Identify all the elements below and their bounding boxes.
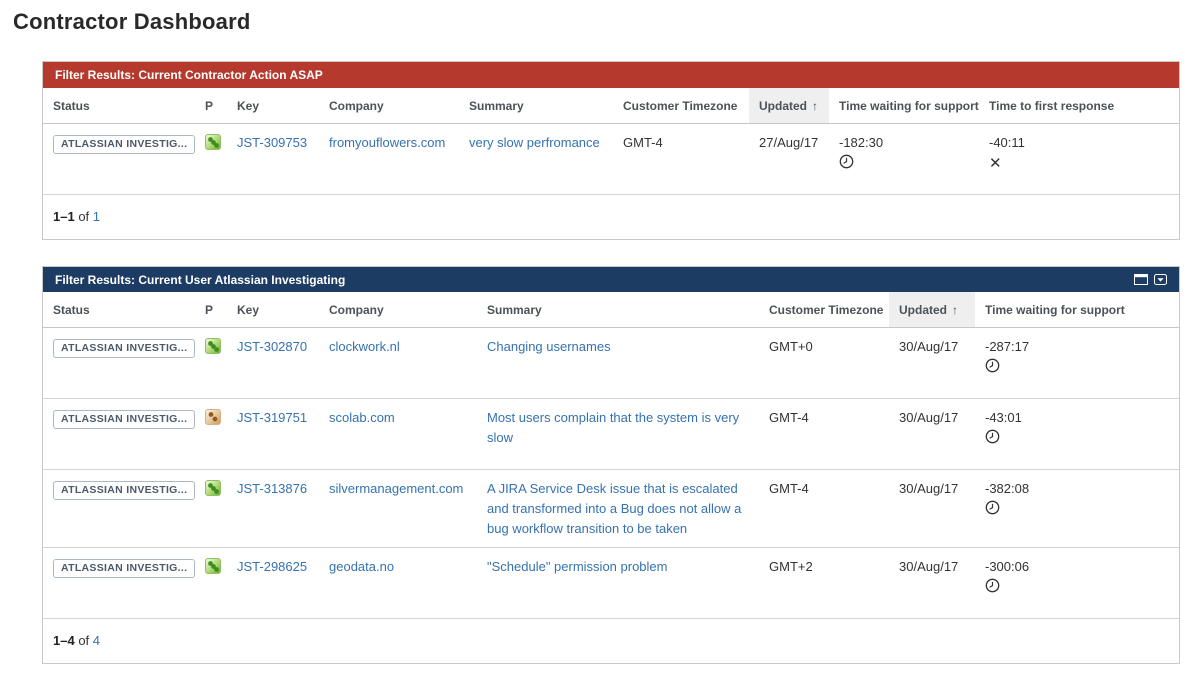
updated-value: 30/Aug/17 xyxy=(899,481,959,496)
col-priority[interactable]: P xyxy=(205,99,214,113)
col-time-first-response[interactable]: Time to first response xyxy=(989,99,1115,113)
col-company[interactable]: Company xyxy=(329,303,384,317)
summary-link[interactable]: "Schedule" permission problem xyxy=(487,559,668,574)
gadget-atlassian-investigating: Filter Results: Current User Atlassian I… xyxy=(42,266,1180,664)
time-waiting-value: -382:08 xyxy=(985,481,1030,496)
gadget2-header-row: Status P Key Company Summary Customer Ti… xyxy=(43,292,1179,328)
pagination-of: of xyxy=(78,209,90,224)
col-customer-timezone[interactable]: Customer Timezone xyxy=(623,99,738,113)
gadget1-pagination: 1–1 of 1 xyxy=(43,195,1179,239)
col-updated-sorted[interactable]: Updated ↑ xyxy=(749,88,829,124)
priority-minor-icon xyxy=(205,480,221,496)
priority-minor-icon xyxy=(205,338,221,354)
gadget1-header-row: Status P Key Company Summary Customer Ti… xyxy=(43,88,1179,124)
clock-icon xyxy=(985,500,1169,516)
gadget1-table: Status P Key Company Summary Customer Ti… xyxy=(43,88,1179,195)
updated-value: 30/Aug/17 xyxy=(899,410,959,425)
priority-minor-icon xyxy=(205,558,221,574)
time-waiting-value: -182:30 xyxy=(839,135,884,150)
gadget1-title: Filter Results: Current Contractor Actio… xyxy=(55,68,323,82)
clock-icon xyxy=(985,358,1169,374)
window-minimize-icon[interactable] xyxy=(1134,274,1148,285)
status-badge: ATLASSIAN INVESTIG... xyxy=(53,559,196,578)
col-time-waiting[interactable]: Time waiting for support xyxy=(985,303,1125,317)
col-key[interactable]: Key xyxy=(237,303,260,317)
issue-key-link[interactable]: JST-298625 xyxy=(237,559,308,574)
pagination-total-link[interactable]: 4 xyxy=(92,633,101,648)
table-row: ATLASSIAN INVESTIG... JST-298625 geodata… xyxy=(43,548,1179,619)
col-updated-sorted[interactable]: Updated ↑ xyxy=(889,292,975,328)
customer-timezone-value: GMT-4 xyxy=(769,481,809,496)
gadget2-table: Status P Key Company Summary Customer Ti… xyxy=(43,292,1179,619)
company-link[interactable]: scolab.com xyxy=(329,410,395,425)
issue-key-link[interactable]: JST-302870 xyxy=(237,339,308,354)
summary-link[interactable]: Changing usernames xyxy=(487,339,611,354)
gadget2-pagination: 1–4 of 4 xyxy=(43,619,1179,663)
gadget2-header: Filter Results: Current User Atlassian I… xyxy=(43,267,1179,292)
gadget-contractor-action-asap: Filter Results: Current Contractor Actio… xyxy=(42,61,1180,240)
customer-timezone-value: GMT-4 xyxy=(623,135,663,150)
time-first-response-value: -40:11 xyxy=(989,135,1025,150)
gadget1-header: Filter Results: Current Contractor Actio… xyxy=(43,62,1179,88)
customer-timezone-value: GMT-4 xyxy=(769,410,809,425)
pagination-of: of xyxy=(78,633,90,648)
dropdown-icon[interactable] xyxy=(1154,274,1167,285)
col-status[interactable]: Status xyxy=(53,99,90,113)
sort-ascending-icon: ↑ xyxy=(812,99,818,113)
clock-icon xyxy=(985,429,1169,445)
clock-icon xyxy=(985,578,1169,594)
summary-link[interactable]: A JIRA Service Desk issue that is escala… xyxy=(487,481,742,536)
table-row: ATLASSIAN INVESTIG... JST-319751 scolab.… xyxy=(43,399,1179,470)
status-badge: ATLASSIAN INVESTIG... xyxy=(53,135,196,154)
col-company[interactable]: Company xyxy=(329,99,384,113)
status-badge: ATLASSIAN INVESTIG... xyxy=(53,481,196,500)
updated-value: 30/Aug/17 xyxy=(899,339,959,354)
pagination-range: 1–1 xyxy=(53,209,75,224)
time-waiting-value: -300:06 xyxy=(985,559,1030,574)
clock-icon xyxy=(839,154,969,170)
page-title: Contractor Dashboard xyxy=(13,9,251,34)
company-link[interactable]: clockwork.nl xyxy=(329,339,400,354)
issue-key-link[interactable]: JST-309753 xyxy=(237,135,308,150)
table-row: ATLASSIAN INVESTIG... JST-309753 fromyou… xyxy=(43,124,1179,195)
col-summary[interactable]: Summary xyxy=(487,303,542,317)
x-icon: ✕ xyxy=(989,155,1002,172)
status-badge: ATLASSIAN INVESTIG... xyxy=(53,339,196,358)
company-link[interactable]: geodata.no xyxy=(329,559,395,574)
summary-link[interactable]: Most users complain that the system is v… xyxy=(487,410,740,445)
col-customer-timezone[interactable]: Customer Timezone xyxy=(769,303,884,317)
customer-timezone-value: GMT+0 xyxy=(769,339,813,354)
sort-ascending-icon: ↑ xyxy=(952,303,958,317)
summary-link[interactable]: very slow perfromance xyxy=(469,135,600,150)
updated-value: 30/Aug/17 xyxy=(899,559,959,574)
table-row: ATLASSIAN INVESTIG... JST-313876 silverm… xyxy=(43,470,1179,548)
col-updated-label: Updated xyxy=(759,99,807,113)
priority-major-icon xyxy=(205,409,221,425)
status-badge: ATLASSIAN INVESTIG... xyxy=(53,410,196,429)
dashboard-panels: Filter Results: Current Contractor Actio… xyxy=(42,61,1180,664)
col-status[interactable]: Status xyxy=(53,303,90,317)
company-link[interactable]: fromyouflowers.com xyxy=(329,135,446,150)
issue-key-link[interactable]: JST-319751 xyxy=(237,410,308,425)
issue-key-link[interactable]: JST-313876 xyxy=(237,481,308,496)
customer-timezone-value: GMT+2 xyxy=(769,559,813,574)
gadget2-title: Filter Results: Current User Atlassian I… xyxy=(55,272,346,287)
col-key[interactable]: Key xyxy=(237,99,260,113)
col-priority[interactable]: P xyxy=(205,303,214,317)
pagination-range: 1–4 xyxy=(53,633,75,648)
col-updated-label: Updated xyxy=(899,303,947,317)
pagination-total-link[interactable]: 1 xyxy=(92,209,101,224)
updated-value: 27/Aug/17 xyxy=(759,135,819,150)
priority-minor-icon xyxy=(205,134,221,150)
col-summary[interactable]: Summary xyxy=(469,99,524,113)
company-link[interactable]: silvermanagement.com xyxy=(329,481,464,496)
time-waiting-value: -43:01 xyxy=(985,410,1022,425)
time-waiting-value: -287:17 xyxy=(985,339,1030,354)
col-time-waiting[interactable]: Time waiting for support xyxy=(839,99,979,113)
table-row: ATLASSIAN INVESTIG... JST-302870 clockwo… xyxy=(43,328,1179,399)
